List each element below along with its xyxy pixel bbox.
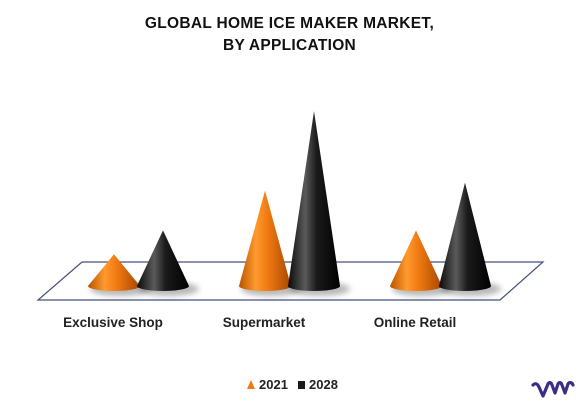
legend-item-2021: 2021 bbox=[247, 377, 288, 392]
cone-2028 bbox=[439, 182, 501, 296]
cone-body bbox=[390, 230, 442, 291]
cone-2021 bbox=[88, 254, 150, 296]
cone-marks bbox=[88, 111, 501, 296]
category-label: Exclusive Shop bbox=[63, 315, 163, 330]
legend: 2021 2028 bbox=[247, 377, 338, 392]
legend-swatch-2021 bbox=[247, 380, 255, 389]
legend-label-2028: 2028 bbox=[309, 377, 338, 392]
legend-item-2028: 2028 bbox=[298, 377, 338, 392]
cone-body bbox=[239, 190, 291, 291]
category-label: Supermarket bbox=[223, 315, 306, 330]
category-label: Online Retail bbox=[374, 315, 457, 330]
cone-2028 bbox=[288, 111, 350, 296]
chart-title-line-2: BY APPLICATION bbox=[223, 37, 356, 54]
legend-swatch-2028 bbox=[298, 381, 305, 389]
cone-2021 bbox=[390, 230, 452, 296]
cone-body bbox=[288, 111, 340, 291]
cone-2021 bbox=[239, 190, 301, 296]
cone-2028 bbox=[137, 230, 199, 296]
cone-body bbox=[88, 254, 140, 291]
chart-title: GLOBAL HOME ICE MAKER MARKET, BY APPLICA… bbox=[145, 15, 434, 54]
cone-body bbox=[137, 230, 189, 291]
vmr-logo-mark bbox=[531, 381, 575, 398]
legend-label-2021: 2021 bbox=[259, 377, 288, 392]
category-labels: Exclusive Shop Supermarket Online Retail bbox=[63, 315, 456, 330]
chart-title-line-1: GLOBAL HOME ICE MAKER MARKET, bbox=[145, 15, 434, 32]
cone-body bbox=[439, 182, 491, 291]
vmr-logo bbox=[531, 381, 575, 398]
